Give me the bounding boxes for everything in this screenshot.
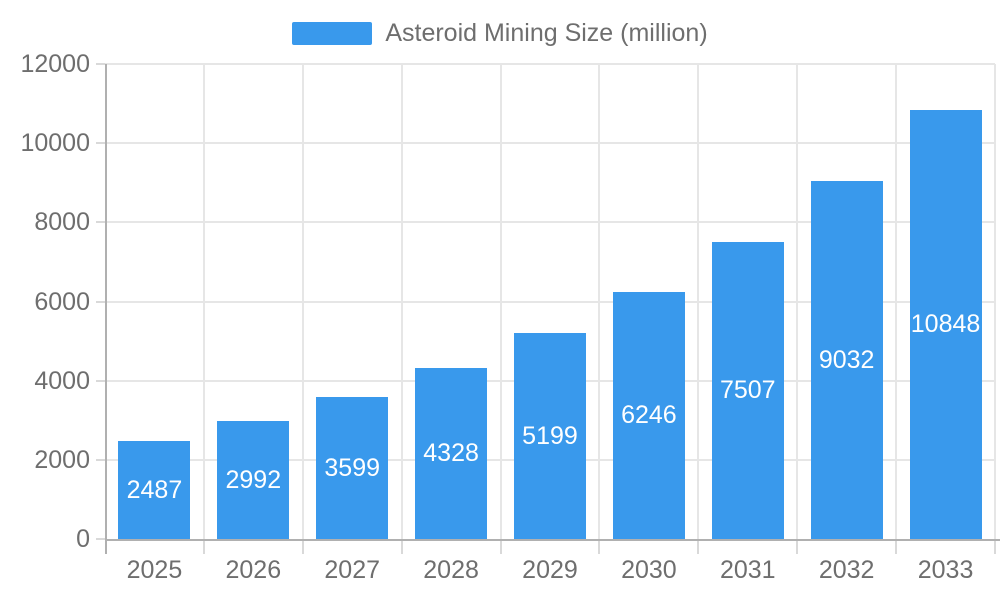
gridline-vertical <box>994 64 996 539</box>
x-tick-label: 2033 <box>917 556 974 584</box>
x-tick-label: 2026 <box>225 556 282 584</box>
y-tick-label: 6000 <box>34 287 90 316</box>
bar-2032[interactable] <box>810 181 883 539</box>
y-tick-label: 4000 <box>34 366 90 395</box>
x-axis-tick <box>202 539 205 554</box>
y-axis-tick <box>96 300 105 303</box>
x-axis-tick <box>796 539 799 554</box>
gridline-vertical <box>895 64 898 539</box>
x-tick-label: 2030 <box>621 556 677 584</box>
bar-value-label: 4328 <box>423 439 479 468</box>
y-axis-tick <box>96 379 105 382</box>
x-tick-label: 2025 <box>126 556 183 584</box>
bar-value-label: 5199 <box>522 422 578 451</box>
x-axis-tick <box>400 539 403 554</box>
gridline-vertical <box>796 64 799 539</box>
bar-value-label: 3599 <box>324 453 381 482</box>
bar-value-label: 6246 <box>621 401 677 430</box>
plot-area: 2487 2992 3599 4328 5199 6246 7507 9032 10848 <box>96 63 1000 554</box>
legend-label: Asteroid Mining Size (million) <box>385 19 708 47</box>
y-axis-line <box>105 64 107 554</box>
legend-swatch <box>292 22 373 45</box>
y-axis-tick <box>96 221 105 224</box>
x-tick-label: 2028 <box>423 556 479 584</box>
bar-2026[interactable] <box>217 420 290 539</box>
y-tick-label: 8000 <box>34 208 90 237</box>
y-axis-tick <box>96 142 105 145</box>
bar-2028[interactable] <box>415 367 488 539</box>
x-axis-tick <box>301 539 304 554</box>
x-axis-tick <box>895 539 898 554</box>
bar-2030[interactable] <box>612 291 685 539</box>
x-axis: 2025 2026 2027 2028 2029 2030 2031 2032 2033 <box>105 556 995 586</box>
y-axis-tick <box>96 458 105 461</box>
y-tick-label: 2000 <box>34 445 90 474</box>
gridline-vertical <box>598 64 601 539</box>
bar-2025[interactable] <box>118 440 191 539</box>
gridline-vertical <box>301 64 304 539</box>
bar-value-label: 9032 <box>818 346 875 375</box>
gridline-vertical <box>202 64 205 539</box>
gridline-horizontal <box>105 300 995 303</box>
bar-value-label: 2487 <box>126 475 183 504</box>
y-tick-label: 10000 <box>20 129 90 158</box>
gridline-vertical <box>697 64 700 539</box>
bar-2031[interactable] <box>711 241 784 539</box>
x-axis-tick <box>697 539 700 554</box>
x-axis-tick <box>598 539 601 554</box>
bar-2029[interactable] <box>514 333 586 539</box>
bar-value-label: 10848 <box>910 310 981 339</box>
y-tick-label: 12000 <box>20 50 90 78</box>
legend[interactable]: Asteroid Mining Size (million) <box>0 21 1000 46</box>
x-axis-tick <box>499 539 502 554</box>
x-tick-label: 2027 <box>324 556 381 584</box>
gridline-horizontal <box>105 221 995 224</box>
x-tick-label: 2029 <box>522 556 578 584</box>
bar-value-label: 7507 <box>719 376 776 405</box>
gridline-horizontal <box>105 142 995 145</box>
x-axis-line <box>105 539 1000 541</box>
gridline-horizontal <box>105 63 995 65</box>
x-axis-tick <box>994 539 996 554</box>
bar-value-label: 2992 <box>225 465 282 494</box>
gridline-vertical <box>499 64 502 539</box>
bar-2027[interactable] <box>316 396 389 539</box>
x-tick-label: 2032 <box>818 556 875 584</box>
y-tick-label: 0 <box>76 525 90 553</box>
y-axis-tick <box>96 63 105 65</box>
x-tick-label: 2031 <box>719 556 776 584</box>
y-axis-tick <box>96 538 105 540</box>
bar-2033[interactable] <box>909 109 982 539</box>
gridline-vertical <box>400 64 403 539</box>
